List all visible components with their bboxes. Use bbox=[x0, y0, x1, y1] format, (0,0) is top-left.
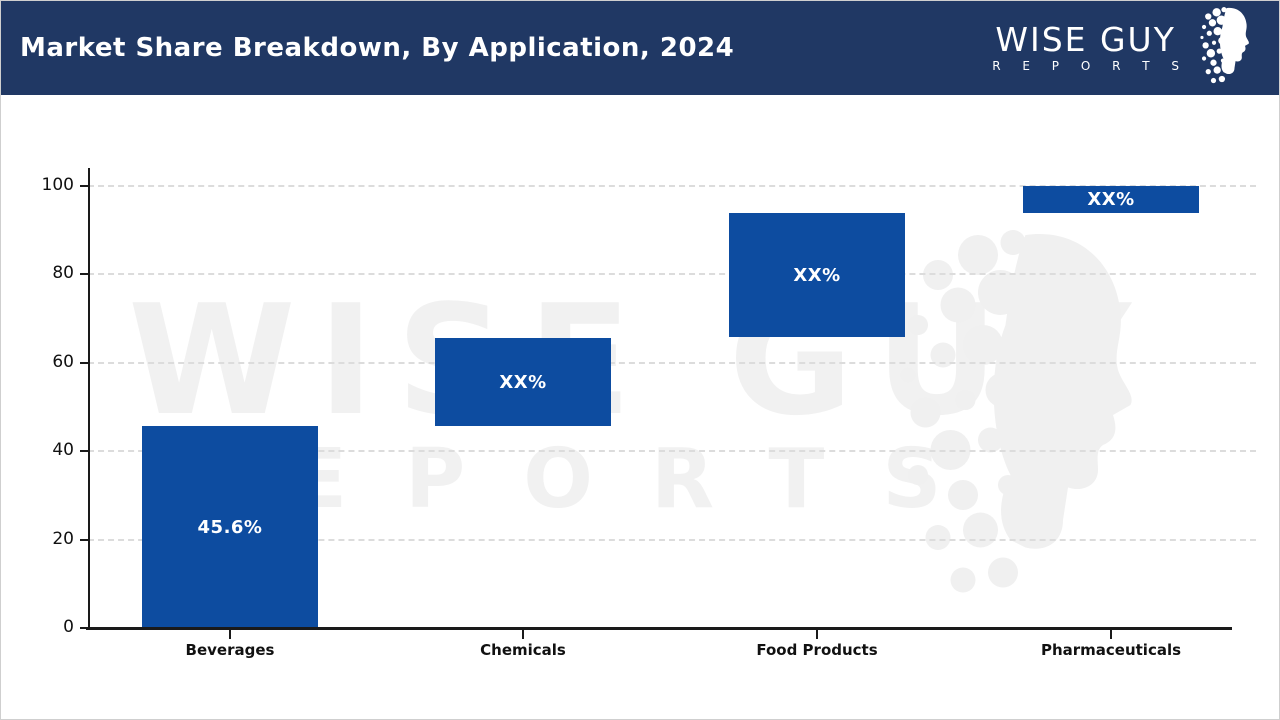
y-tick-mark bbox=[80, 185, 88, 187]
x-tick-mark bbox=[229, 630, 231, 639]
y-tick-mark bbox=[80, 450, 88, 453]
x-tick-mark bbox=[1110, 630, 1112, 639]
bar-pharmaceuticals: XX% bbox=[1023, 185, 1199, 213]
logo-subtitle: R E P O R T S bbox=[992, 59, 1188, 73]
x-axis bbox=[86, 627, 1232, 630]
y-tick-label: 80 bbox=[52, 263, 74, 284]
bar-food-products: XX% bbox=[729, 213, 905, 338]
y-tick-mark bbox=[80, 538, 88, 541]
y-axis bbox=[88, 168, 90, 630]
y-gridline bbox=[88, 538, 1256, 541]
x-category-label: Beverages bbox=[185, 641, 275, 659]
y-tick-label: 100 bbox=[41, 175, 74, 195]
y-gridline bbox=[88, 273, 1256, 276]
wiseguy-logo: WISE GUY R E P O R T S bbox=[983, 6, 1266, 90]
y-tick-label: 60 bbox=[52, 351, 74, 372]
y-gridline bbox=[88, 185, 1256, 187]
y-tick-label: 40 bbox=[52, 440, 74, 461]
x-category-label: Pharmaceuticals bbox=[1040, 641, 1182, 659]
x-category-label: Food Products bbox=[756, 641, 878, 659]
y-gridline bbox=[88, 361, 1256, 364]
y-gridline bbox=[88, 450, 1256, 453]
header-band: Market Share Breakdown, By Application, … bbox=[0, 0, 1280, 95]
y-tick-mark bbox=[80, 627, 88, 629]
wiseguy-face-icon bbox=[1200, 7, 1249, 84]
bar-chemicals: XX% bbox=[435, 337, 611, 427]
x-category-label: Chemicals bbox=[480, 641, 566, 659]
x-tick-mark bbox=[522, 630, 524, 639]
bar-beverages: 45.6% bbox=[142, 426, 318, 628]
y-tick-label: 0 bbox=[63, 617, 74, 637]
logo-wordmark: WISE GUY bbox=[995, 20, 1176, 59]
bar-value-label: 45.6% bbox=[197, 516, 263, 538]
x-tick-mark bbox=[816, 630, 818, 639]
y-tick-mark bbox=[80, 273, 88, 276]
bar-value-label: XX% bbox=[499, 371, 547, 393]
page-title: Market Share Breakdown, By Application, … bbox=[20, 32, 735, 63]
bar-value-label: XX% bbox=[793, 264, 841, 286]
logo-text: WISE GUY R E P O R T S bbox=[983, 20, 1188, 74]
y-tick-label: 20 bbox=[52, 528, 74, 549]
bar-value-label: XX% bbox=[1087, 188, 1135, 210]
y-tick-mark bbox=[80, 361, 88, 364]
